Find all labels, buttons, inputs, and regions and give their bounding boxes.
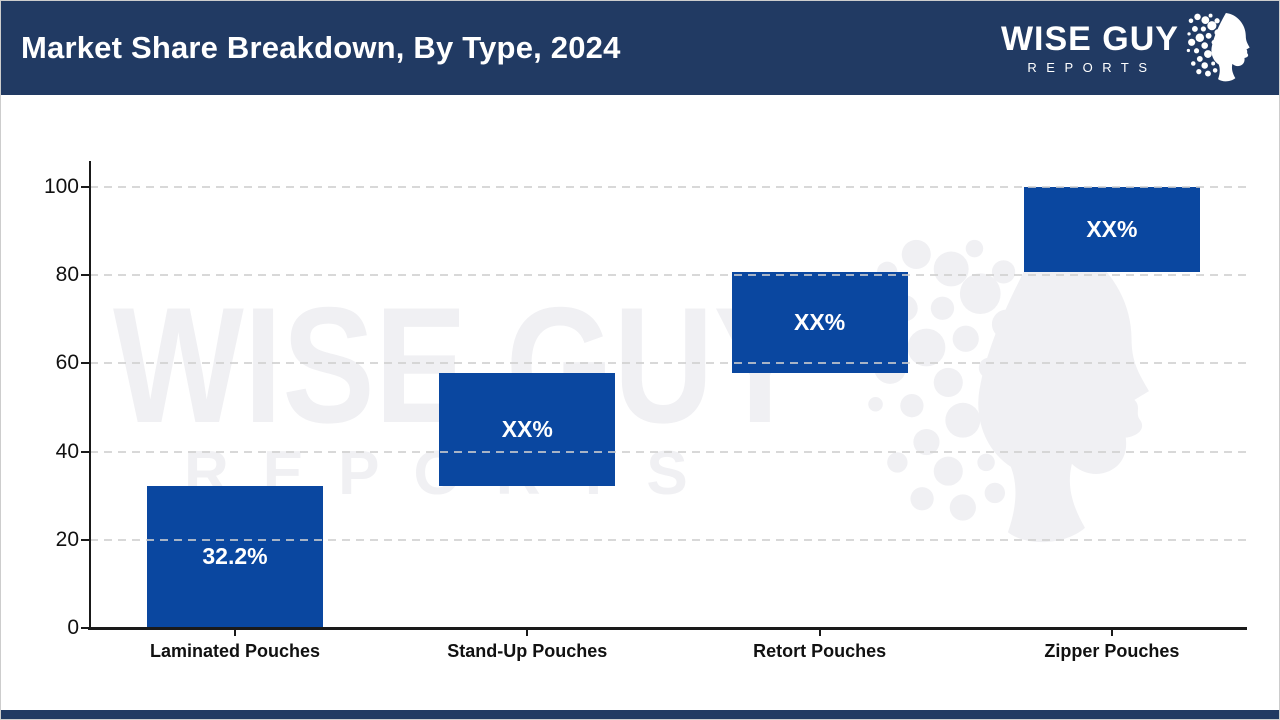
- y-tick-mark: [81, 362, 89, 365]
- chart-title: Market Share Breakdown, By Type, 2024: [21, 30, 621, 65]
- wise-guy-reports-logo: WISE GUY REPORTS: [1001, 11, 1257, 86]
- header-bar: Market Share Breakdown, By Type, 2024 WI…: [1, 1, 1279, 95]
- y-tick-mark: [81, 450, 89, 453]
- logo-wordmark: WISE GUY: [1000, 20, 1179, 58]
- bar-laminated-pouches: 32.2%: [147, 485, 323, 628]
- bar-zipper-pouches: XX%: [1023, 187, 1200, 272]
- y-tick-mark: [81, 627, 89, 629]
- y-axis-line: [89, 161, 91, 630]
- y-tick-mark: [81, 274, 89, 277]
- x-tick-mark: [526, 629, 529, 636]
- y-tick-label: 100: [43, 175, 79, 198]
- y-tick-label: 0: [67, 616, 79, 639]
- x-category-label: Retort Pouches: [753, 641, 887, 661]
- bar-value-label: XX%: [794, 308, 846, 335]
- x-tick-mark: [1110, 629, 1113, 636]
- x-category-label: Stand-Up Pouches: [447, 641, 608, 661]
- x-tick-mark: [234, 629, 236, 636]
- logo-subtext: REPORTS: [1027, 60, 1157, 75]
- y-tick-label: 40: [55, 439, 79, 463]
- logo-text: WISE GUY REPORTS: [1001, 22, 1179, 74]
- x-category-label: Zipper Pouches: [1044, 641, 1180, 661]
- y-tick-label: 80: [55, 263, 79, 287]
- x-axis-line: [88, 627, 1247, 630]
- bar-stand-up-pouches: XX%: [439, 373, 616, 486]
- logo-face-icon: [1185, 11, 1257, 86]
- bar-value-label: 32.2%: [202, 543, 268, 570]
- y-tick-mark: [81, 186, 89, 188]
- y-tick-label: 60: [55, 351, 79, 375]
- y-tick-label: 20: [55, 527, 79, 551]
- x-tick-mark: [818, 629, 821, 636]
- footer-bar: [1, 710, 1279, 719]
- bar-value-label: XX%: [1086, 215, 1138, 242]
- bar-retort-pouches: XX%: [731, 271, 908, 374]
- x-category-label: Laminated Pouches: [149, 641, 321, 661]
- bar-value-label: XX%: [501, 416, 553, 443]
- watermark-face-icon: [861, 223, 1181, 568]
- y-tick-mark: [81, 538, 89, 541]
